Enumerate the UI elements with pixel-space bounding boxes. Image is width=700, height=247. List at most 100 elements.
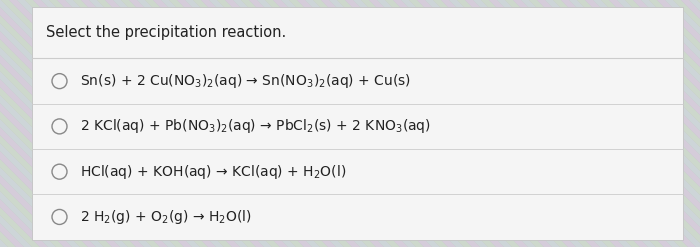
Text: Select the precipitation reaction.: Select the precipitation reaction.: [46, 25, 287, 41]
Polygon shape: [0, 0, 160, 247]
Polygon shape: [625, 0, 700, 247]
Polygon shape: [81, 0, 336, 247]
Text: 2 H$_2$(g) + O$_2$(g) → H$_2$O(l): 2 H$_2$(g) + O$_2$(g) → H$_2$O(l): [80, 208, 251, 226]
Polygon shape: [385, 0, 640, 247]
Polygon shape: [577, 0, 700, 247]
Polygon shape: [561, 0, 700, 247]
Polygon shape: [0, 0, 32, 247]
Polygon shape: [0, 0, 40, 247]
Polygon shape: [0, 0, 88, 247]
Polygon shape: [449, 0, 700, 247]
Polygon shape: [281, 0, 536, 247]
Polygon shape: [601, 0, 700, 247]
Polygon shape: [65, 0, 320, 247]
Polygon shape: [673, 0, 700, 247]
Polygon shape: [657, 0, 700, 247]
Polygon shape: [0, 0, 8, 247]
Polygon shape: [473, 0, 700, 247]
Polygon shape: [377, 0, 632, 247]
Polygon shape: [569, 0, 700, 247]
Polygon shape: [537, 0, 700, 247]
Polygon shape: [433, 0, 688, 247]
Polygon shape: [97, 0, 352, 247]
Polygon shape: [497, 0, 700, 247]
Polygon shape: [217, 0, 472, 247]
Polygon shape: [0, 0, 56, 247]
Polygon shape: [0, 0, 224, 247]
Polygon shape: [521, 0, 700, 247]
Polygon shape: [425, 0, 680, 247]
Polygon shape: [225, 0, 480, 247]
Polygon shape: [273, 0, 528, 247]
Polygon shape: [177, 0, 432, 247]
Polygon shape: [153, 0, 408, 247]
Polygon shape: [0, 0, 72, 247]
Polygon shape: [353, 0, 608, 247]
Polygon shape: [249, 0, 504, 247]
Polygon shape: [0, 0, 120, 247]
Polygon shape: [129, 0, 384, 247]
Text: 2 KCl(aq) + Pb(NO$_3$)$_2$(aq) → PbCl$_2$(s) + 2 KNO$_3$(aq): 2 KCl(aq) + Pb(NO$_3$)$_2$(aq) → PbCl$_2…: [80, 117, 430, 135]
Polygon shape: [305, 0, 560, 247]
Polygon shape: [489, 0, 700, 247]
Polygon shape: [105, 0, 360, 247]
Polygon shape: [393, 0, 648, 247]
Polygon shape: [0, 0, 128, 247]
Polygon shape: [681, 0, 700, 247]
Polygon shape: [0, 0, 192, 247]
Polygon shape: [345, 0, 600, 247]
Polygon shape: [289, 0, 544, 247]
Polygon shape: [401, 0, 656, 247]
Polygon shape: [457, 0, 700, 247]
Text: HCl(aq) + KOH(aq) → KCl(aq) + H$_2$O(l): HCl(aq) + KOH(aq) → KCl(aq) + H$_2$O(l): [80, 163, 346, 181]
Polygon shape: [337, 0, 592, 247]
Polygon shape: [257, 0, 512, 247]
Polygon shape: [0, 0, 248, 247]
Polygon shape: [369, 0, 624, 247]
Polygon shape: [409, 0, 664, 247]
Polygon shape: [145, 0, 400, 247]
Polygon shape: [689, 0, 700, 247]
Polygon shape: [417, 0, 672, 247]
Polygon shape: [89, 0, 344, 247]
Polygon shape: [0, 0, 176, 247]
Polygon shape: [313, 0, 568, 247]
Polygon shape: [113, 0, 368, 247]
Polygon shape: [697, 0, 700, 247]
Polygon shape: [73, 0, 328, 247]
Polygon shape: [0, 0, 16, 247]
Polygon shape: [169, 0, 424, 247]
Polygon shape: [193, 0, 448, 247]
Polygon shape: [57, 0, 312, 247]
Polygon shape: [185, 0, 440, 247]
Polygon shape: [1, 0, 256, 247]
Polygon shape: [49, 0, 304, 247]
Polygon shape: [121, 0, 376, 247]
Polygon shape: [0, 0, 96, 247]
FancyBboxPatch shape: [32, 7, 682, 240]
Polygon shape: [593, 0, 700, 247]
Polygon shape: [481, 0, 700, 247]
Polygon shape: [553, 0, 700, 247]
Polygon shape: [0, 0, 104, 247]
Polygon shape: [0, 0, 208, 247]
Polygon shape: [329, 0, 584, 247]
Polygon shape: [265, 0, 520, 247]
Polygon shape: [0, 0, 48, 247]
Polygon shape: [641, 0, 700, 247]
Polygon shape: [161, 0, 416, 247]
Polygon shape: [0, 0, 144, 247]
Polygon shape: [209, 0, 464, 247]
Polygon shape: [505, 0, 700, 247]
Polygon shape: [0, 0, 112, 247]
Polygon shape: [617, 0, 700, 247]
Polygon shape: [233, 0, 488, 247]
Polygon shape: [0, 0, 200, 247]
Polygon shape: [513, 0, 700, 247]
Polygon shape: [297, 0, 552, 247]
Polygon shape: [665, 0, 700, 247]
Polygon shape: [0, 0, 24, 247]
Polygon shape: [0, 0, 216, 247]
Polygon shape: [0, 0, 80, 247]
Polygon shape: [0, 0, 240, 247]
